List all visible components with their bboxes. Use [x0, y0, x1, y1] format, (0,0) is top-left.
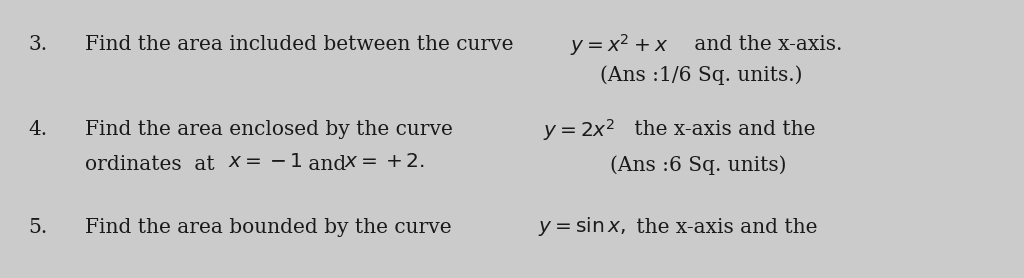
Text: $y = \sin x$,: $y = \sin x$, [538, 215, 626, 238]
Text: (Ans :1/6 Sq. units.): (Ans :1/6 Sq. units.) [600, 65, 803, 85]
Text: and: and [302, 155, 352, 174]
Text: 5.: 5. [28, 218, 47, 237]
Text: ordinates  at: ordinates at [85, 155, 221, 174]
Text: $x = +2$.: $x = +2$. [344, 152, 425, 171]
Text: $x = -1$: $x = -1$ [228, 152, 303, 171]
Text: Find the area included between the curve: Find the area included between the curve [85, 35, 520, 54]
Text: $y = 2x^2$: $y = 2x^2$ [543, 117, 615, 143]
Text: 4.: 4. [28, 120, 47, 139]
Text: (Ans :6 Sq. units): (Ans :6 Sq. units) [610, 155, 786, 175]
Text: 3.: 3. [28, 35, 47, 54]
Text: the x-axis and the: the x-axis and the [630, 218, 817, 237]
Text: and the x-axis.: and the x-axis. [688, 35, 843, 54]
Text: Find the area enclosed by the curve: Find the area enclosed by the curve [85, 120, 459, 139]
Text: the x-axis and the: the x-axis and the [628, 120, 815, 139]
Text: $y = x^2 + x$: $y = x^2 + x$ [570, 32, 669, 58]
Text: Find the area bounded by the curve: Find the area bounded by the curve [85, 218, 458, 237]
